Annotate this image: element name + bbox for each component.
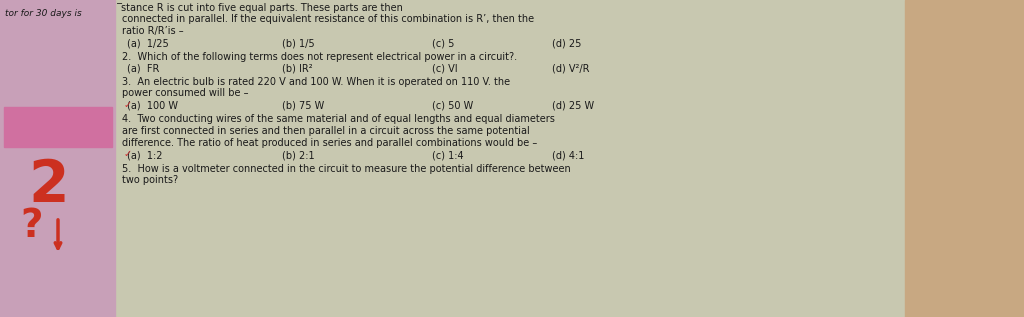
Text: (c) 1:4: (c) 1:4 <box>432 150 464 160</box>
Text: (b) 1/5: (b) 1/5 <box>282 38 314 49</box>
Text: ?: ? <box>20 207 43 245</box>
Text: tor for 30 days is: tor for 30 days is <box>5 9 82 18</box>
Text: (c) VI: (c) VI <box>432 63 458 74</box>
Text: 5.  How is a voltmeter connected in the circuit to measure the potential differe: 5. How is a voltmeter connected in the c… <box>122 164 570 173</box>
Text: 3.  An electric bulb is rated 220 V and 100 W. When it is operated on 110 V. the: 3. An electric bulb is rated 220 V and 1… <box>122 77 510 87</box>
Text: (a)  1/25: (a) 1/25 <box>127 38 169 49</box>
Text: (b) 2:1: (b) 2:1 <box>282 150 314 160</box>
Text: (c) 5: (c) 5 <box>432 38 455 49</box>
Text: 4.  Two conducting wires of the same material and of equal lengths and equal dia: 4. Two conducting wires of the same mate… <box>122 114 555 125</box>
Text: connected in parallel. If the equivalent resistance of this combination is R’, t: connected in parallel. If the equivalent… <box>122 15 535 24</box>
Text: (d) 25: (d) 25 <box>552 38 582 49</box>
Text: (d) 25 W: (d) 25 W <box>552 101 594 111</box>
Text: are first connected in series and then parallel in a circuit across the same pot: are first connected in series and then p… <box>122 126 529 136</box>
Text: power consumed will be –: power consumed will be – <box>122 88 249 99</box>
Text: (a)  1:2: (a) 1:2 <box>127 150 163 160</box>
Text: (d) 4:1: (d) 4:1 <box>552 150 585 160</box>
Bar <box>905 0 1024 317</box>
Text: (d) V²/R: (d) V²/R <box>552 63 590 74</box>
Text: 2.  Which of the following terms does not represent electrical power in a circui: 2. Which of the following terms does not… <box>122 52 517 62</box>
Text: (a)  100 W: (a) 100 W <box>127 101 178 111</box>
Text: (a)  FR: (a) FR <box>127 63 160 74</box>
Text: ratio R/R’is –: ratio R/R’is – <box>122 26 183 36</box>
Text: 2: 2 <box>28 157 69 214</box>
Text: ✓: ✓ <box>124 149 132 159</box>
Text: (b) 75 W: (b) 75 W <box>282 101 325 111</box>
Text: two points?: two points? <box>122 175 178 185</box>
Text: ✓: ✓ <box>124 100 132 110</box>
Text: (c) 50 W: (c) 50 W <box>432 101 473 111</box>
Text: difference. The ratio of heat produced in series and parallel combinations would: difference. The ratio of heat produced i… <box>122 138 538 147</box>
Text: ̅stance R is cut into five equal parts. These parts are then: ̅stance R is cut into five equal parts. … <box>122 3 403 13</box>
Text: (b) IR²: (b) IR² <box>282 63 312 74</box>
Bar <box>4 107 112 147</box>
Bar <box>0 0 115 317</box>
